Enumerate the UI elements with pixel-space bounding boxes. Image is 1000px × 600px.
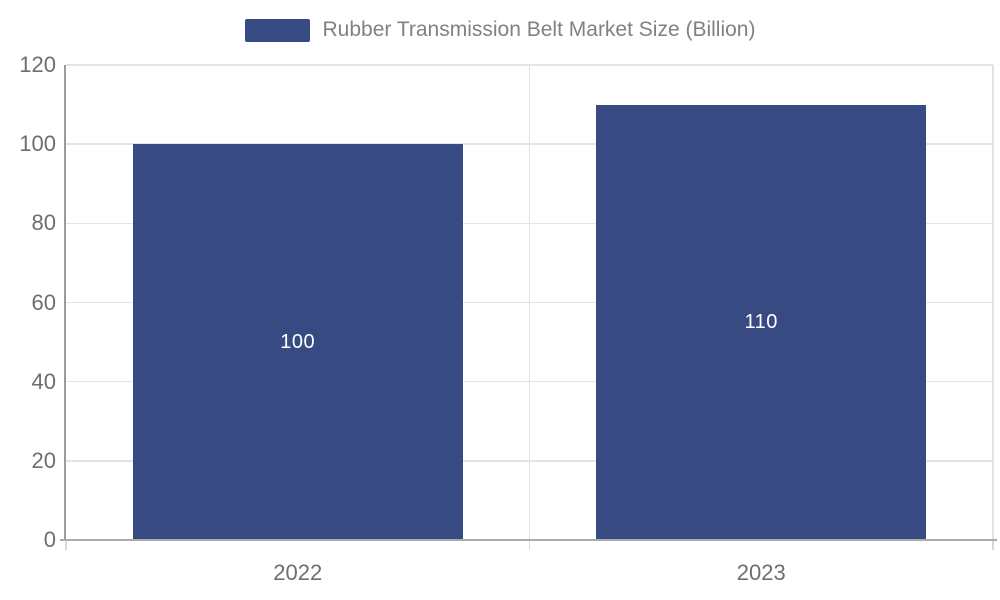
legend-swatch	[244, 18, 310, 42]
y-tick-label-20: 20	[31, 447, 56, 473]
y-tick-label-80: 80	[31, 210, 56, 236]
x-axis-tick-1	[528, 541, 531, 550]
gridline-x-boundary-2	[992, 65, 994, 540]
y-tick-label-100: 100	[19, 131, 56, 157]
plot-area: 100 110	[64, 64, 994, 540]
bar-value-label: 110	[744, 310, 778, 333]
y-tick-label-0: 0	[43, 527, 56, 552]
x-axis-tick-2	[992, 541, 994, 550]
x-axis-line	[60, 539, 997, 541]
x-tick-label-2022: 2022	[273, 560, 323, 585]
bar-2022[interactable]: 100	[132, 144, 463, 540]
bar-2023[interactable]: 110	[596, 104, 927, 540]
y-tick-label-60: 60	[31, 289, 56, 315]
gridline-x-boundary-1	[528, 65, 531, 540]
x-axis-tick-0	[65, 541, 67, 550]
y-tick-label-120: 120	[19, 52, 56, 77]
legend[interactable]: Rubber Transmission Belt Market Size (Bi…	[0, 18, 1000, 42]
legend-label: Rubber Transmission Belt Market Size (Bi…	[322, 18, 756, 41]
bar-value-label: 100	[280, 330, 316, 353]
y-axis-line	[64, 65, 66, 540]
y-tick-label-40: 40	[31, 368, 56, 394]
x-tick-label-2023: 2023	[736, 560, 786, 585]
